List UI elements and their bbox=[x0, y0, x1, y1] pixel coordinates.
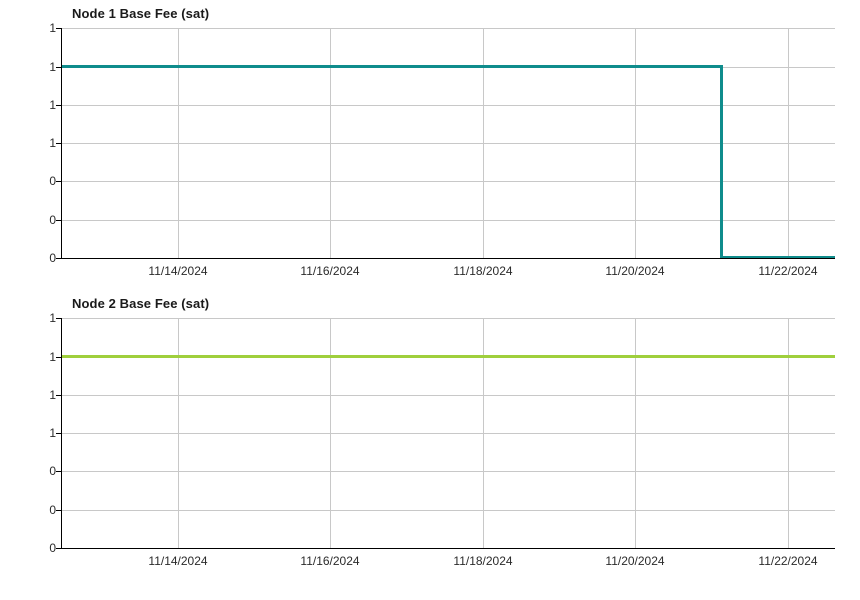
y-tick-mark bbox=[56, 67, 61, 68]
x-tick-label: 11/22/2024 bbox=[758, 264, 818, 278]
x-tick-label: 11/20/2024 bbox=[605, 554, 665, 568]
x-tick-label: 11/14/2024 bbox=[148, 554, 208, 568]
plot-area-node-2 bbox=[61, 318, 835, 548]
y-axis-line-node-1 bbox=[61, 28, 62, 259]
gridline bbox=[61, 105, 835, 106]
gridline bbox=[61, 471, 835, 472]
gridline-vertical bbox=[635, 318, 636, 548]
gridline-vertical bbox=[483, 318, 484, 548]
y-tick-label: 0 bbox=[49, 251, 56, 265]
y-axis-line-node-2 bbox=[61, 318, 62, 549]
x-tick-label: 11/14/2024 bbox=[148, 264, 208, 278]
gridline-vertical bbox=[330, 28, 331, 258]
gridline bbox=[61, 181, 835, 182]
y-tick-mark bbox=[56, 105, 61, 106]
plot-area-node-1 bbox=[61, 28, 835, 259]
y-tick-mark bbox=[56, 143, 61, 144]
y-tick-label: 0 bbox=[49, 213, 56, 227]
y-tick-mark bbox=[56, 258, 61, 259]
x-tick-label: 11/22/2024 bbox=[758, 554, 818, 568]
y-tick-label: 1 bbox=[49, 350, 56, 364]
gridline bbox=[61, 220, 835, 221]
y-tick-label: 1 bbox=[49, 311, 56, 325]
y-tick-mark bbox=[56, 471, 61, 472]
y-tick-mark bbox=[56, 510, 61, 511]
y-tick-label: 1 bbox=[49, 136, 56, 150]
y-tick-label: 0 bbox=[49, 174, 56, 188]
y-tick-mark bbox=[56, 220, 61, 221]
y-tick-mark bbox=[56, 181, 61, 182]
gridline-vertical bbox=[788, 28, 789, 258]
y-tick-mark bbox=[56, 395, 61, 396]
gridline-vertical bbox=[483, 28, 484, 258]
gridline bbox=[61, 395, 835, 396]
y-tick-label: 1 bbox=[49, 388, 56, 402]
y-tick-label: 0 bbox=[49, 503, 56, 517]
y-tick-mark bbox=[56, 318, 61, 319]
gridline-vertical bbox=[178, 318, 179, 548]
y-tick-label: 0 bbox=[49, 464, 56, 478]
series-segment bbox=[61, 355, 835, 358]
gridline-vertical bbox=[178, 28, 179, 258]
y-tick-label: 1 bbox=[49, 426, 56, 440]
gridline-vertical bbox=[330, 318, 331, 548]
gridline bbox=[61, 433, 835, 434]
chart-title-node-2: Node 2 Base Fee (sat) bbox=[72, 296, 210, 311]
y-tick-mark bbox=[56, 548, 61, 549]
y-tick-label: 1 bbox=[49, 21, 56, 35]
series-segment bbox=[61, 65, 722, 68]
gridline bbox=[61, 28, 835, 29]
y-tick-mark bbox=[56, 357, 61, 358]
x-tick-label: 11/16/2024 bbox=[300, 264, 360, 278]
y-tick-mark bbox=[56, 28, 61, 29]
x-axis-line-node-2 bbox=[61, 548, 835, 549]
gridline-vertical bbox=[788, 318, 789, 548]
gridline bbox=[61, 318, 835, 319]
y-tick-group-node-1: 1 1 1 1 0 0 0 bbox=[0, 0, 56, 295]
y-tick-label: 1 bbox=[49, 98, 56, 112]
gridline-vertical bbox=[635, 28, 636, 258]
x-tick-label: 11/18/2024 bbox=[453, 264, 513, 278]
y-tick-label: 1 bbox=[49, 60, 56, 74]
chart-title-node-1: Node 1 Base Fee (sat) bbox=[72, 6, 210, 21]
x-tick-label: 11/16/2024 bbox=[300, 554, 360, 568]
x-axis-line-node-1 bbox=[61, 258, 835, 259]
chart-panel-node-2: Node 2 Base Fee (sat) 1 1 1 1 0 0 0 bbox=[49, 296, 835, 568]
x-tick-label: 11/20/2024 bbox=[605, 264, 665, 278]
y-tick-group-node-2: 1 1 1 1 0 0 0 bbox=[0, 0, 56, 600]
gridline bbox=[61, 510, 835, 511]
gridline bbox=[61, 143, 835, 144]
chart-panel-node-1: Node 1 Base Fee (sat) 1 1 1 1 0 0 0 bbox=[0, 0, 860, 295]
series-segment bbox=[720, 256, 835, 259]
y-tick-label: 0 bbox=[49, 541, 56, 555]
series-segment bbox=[720, 65, 723, 258]
y-tick-mark bbox=[56, 433, 61, 434]
x-tick-label: 11/18/2024 bbox=[453, 554, 513, 568]
